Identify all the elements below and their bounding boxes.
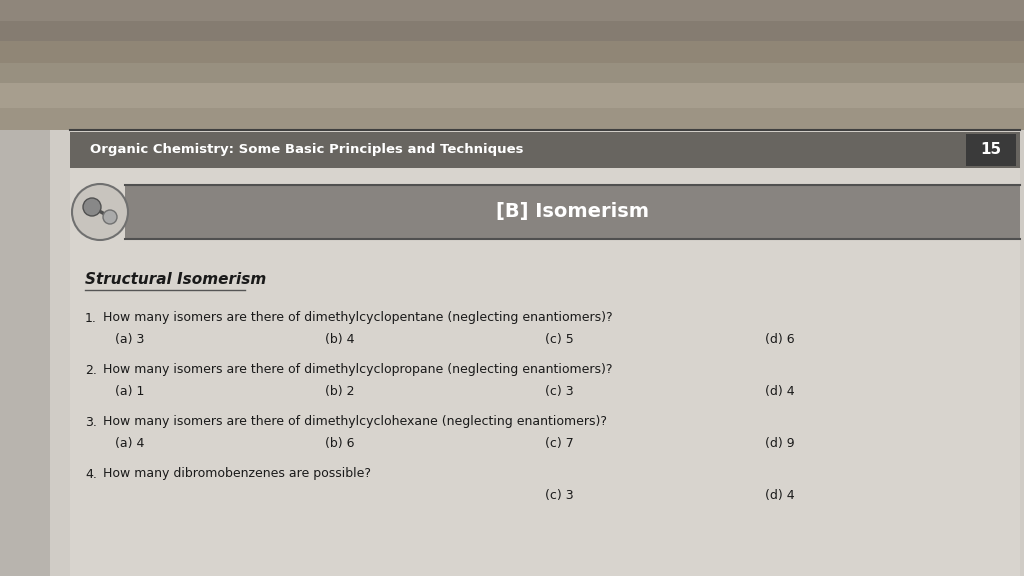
Text: (b) 2: (b) 2	[325, 385, 354, 399]
Text: 4.: 4.	[85, 468, 97, 480]
FancyBboxPatch shape	[0, 41, 1024, 63]
Text: Organic Chemistry: Some Basic Principles and Techniques: Organic Chemistry: Some Basic Principles…	[90, 143, 523, 157]
Text: (b) 4: (b) 4	[325, 334, 354, 347]
FancyBboxPatch shape	[50, 130, 1024, 576]
FancyBboxPatch shape	[0, 0, 1024, 21]
Text: How many isomers are there of dimethylcyclopropane (neglecting enantiomers)?: How many isomers are there of dimethylcy…	[103, 363, 612, 377]
Text: (a) 1: (a) 1	[115, 385, 144, 399]
Text: (c) 3: (c) 3	[545, 488, 573, 502]
Circle shape	[83, 198, 101, 216]
Circle shape	[103, 210, 117, 224]
FancyBboxPatch shape	[125, 186, 1020, 238]
FancyBboxPatch shape	[0, 0, 1024, 130]
Text: (d) 4: (d) 4	[765, 488, 795, 502]
FancyBboxPatch shape	[0, 63, 1024, 83]
Text: 2.: 2.	[85, 363, 97, 377]
Text: (a) 3: (a) 3	[115, 334, 144, 347]
Text: (c) 3: (c) 3	[545, 385, 573, 399]
FancyBboxPatch shape	[0, 108, 1024, 130]
FancyBboxPatch shape	[0, 130, 50, 576]
Text: Structural Isomerism: Structural Isomerism	[85, 272, 266, 287]
Text: (a) 4: (a) 4	[115, 437, 144, 449]
Text: (c) 5: (c) 5	[545, 334, 573, 347]
FancyBboxPatch shape	[70, 130, 1020, 576]
Text: (b) 6: (b) 6	[325, 437, 354, 449]
Text: How many isomers are there of dimethylcyclopentane (neglecting enantiomers)?: How many isomers are there of dimethylcy…	[103, 312, 612, 324]
FancyBboxPatch shape	[0, 21, 1024, 41]
FancyBboxPatch shape	[0, 83, 1024, 108]
Text: (c) 7: (c) 7	[545, 437, 573, 449]
FancyBboxPatch shape	[70, 132, 1020, 168]
Text: How many isomers are there of dimethylcyclohexane (neglecting enantiomers)?: How many isomers are there of dimethylcy…	[103, 415, 607, 429]
Text: 1.: 1.	[85, 312, 97, 324]
Text: (d) 4: (d) 4	[765, 385, 795, 399]
Circle shape	[72, 184, 128, 240]
Text: (d) 9: (d) 9	[765, 437, 795, 449]
FancyBboxPatch shape	[966, 134, 1016, 166]
Text: 15: 15	[980, 142, 1001, 157]
Text: 3.: 3.	[85, 415, 97, 429]
Text: (d) 6: (d) 6	[765, 334, 795, 347]
Text: How many dibromobenzenes are possible?: How many dibromobenzenes are possible?	[103, 468, 371, 480]
Text: [B] Isomerism: [B] Isomerism	[496, 203, 649, 222]
